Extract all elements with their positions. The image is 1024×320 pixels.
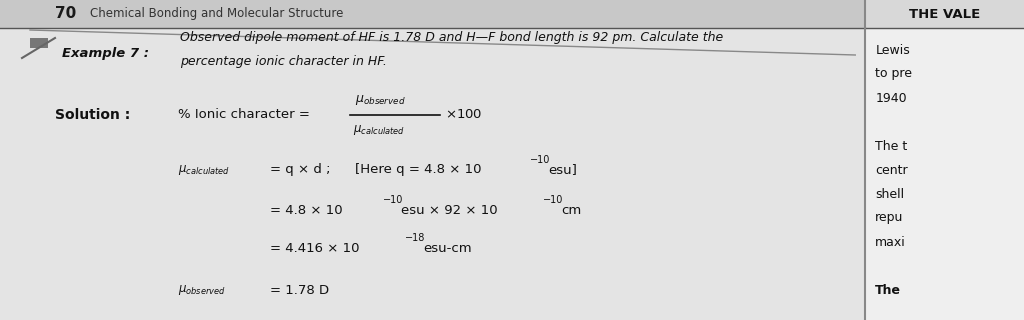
Text: $\mu_{calculated}$: $\mu_{calculated}$ xyxy=(178,163,230,177)
Text: shell: shell xyxy=(876,188,904,201)
Text: esu-cm: esu-cm xyxy=(423,242,472,254)
Text: to pre: to pre xyxy=(876,68,912,81)
Text: Chemical Bonding and Molecular Structure: Chemical Bonding and Molecular Structure xyxy=(90,7,343,20)
Text: repu: repu xyxy=(876,212,903,225)
Text: Example 7 :: Example 7 : xyxy=(62,46,150,60)
Text: $\mu_{calculated}$: $\mu_{calculated}$ xyxy=(353,123,406,137)
Text: esu × 92 × 10: esu × 92 × 10 xyxy=(401,204,498,217)
Bar xyxy=(865,0,1024,28)
Text: $\mu_{observed}$: $\mu_{observed}$ xyxy=(355,93,406,107)
Text: cm: cm xyxy=(561,204,582,217)
Text: maxi: maxi xyxy=(876,236,906,249)
Bar xyxy=(0,0,865,320)
Text: centr: centr xyxy=(876,164,908,177)
Bar xyxy=(865,0,1024,320)
Text: = 1.78 D: = 1.78 D xyxy=(270,284,329,297)
Text: 1940: 1940 xyxy=(876,92,907,105)
Text: −18: −18 xyxy=(406,233,425,243)
Text: % Ionic character =: % Ionic character = xyxy=(178,108,310,122)
Text: $\mu_{observed}$: $\mu_{observed}$ xyxy=(178,283,226,297)
Text: percentage ionic character in HF.: percentage ionic character in HF. xyxy=(180,55,387,68)
Text: esu]: esu] xyxy=(548,164,577,177)
Text: The t: The t xyxy=(876,140,907,153)
Text: [Here q = 4.8 × 10: [Here q = 4.8 × 10 xyxy=(355,164,481,177)
Text: 70: 70 xyxy=(55,6,76,21)
Text: = 4.8 × 10: = 4.8 × 10 xyxy=(270,204,343,217)
Text: Solution :: Solution : xyxy=(55,108,130,122)
Text: $\times$100: $\times$100 xyxy=(445,108,482,122)
Text: −10: −10 xyxy=(383,195,403,205)
Bar xyxy=(30,38,48,48)
Text: Lewis: Lewis xyxy=(876,44,910,57)
Bar xyxy=(0,0,865,28)
Text: THE VALE: THE VALE xyxy=(909,7,980,20)
Text: Observed dipole moment of HF is 1.78 D and H—F bond length is 92 pm. Calculate t: Observed dipole moment of HF is 1.78 D a… xyxy=(180,31,723,44)
Text: The: The xyxy=(876,284,901,297)
Text: −10: −10 xyxy=(530,155,550,165)
Text: = 4.416 × 10: = 4.416 × 10 xyxy=(270,242,359,254)
Text: = q × d ;: = q × d ; xyxy=(270,164,331,177)
Text: −10: −10 xyxy=(543,195,563,205)
